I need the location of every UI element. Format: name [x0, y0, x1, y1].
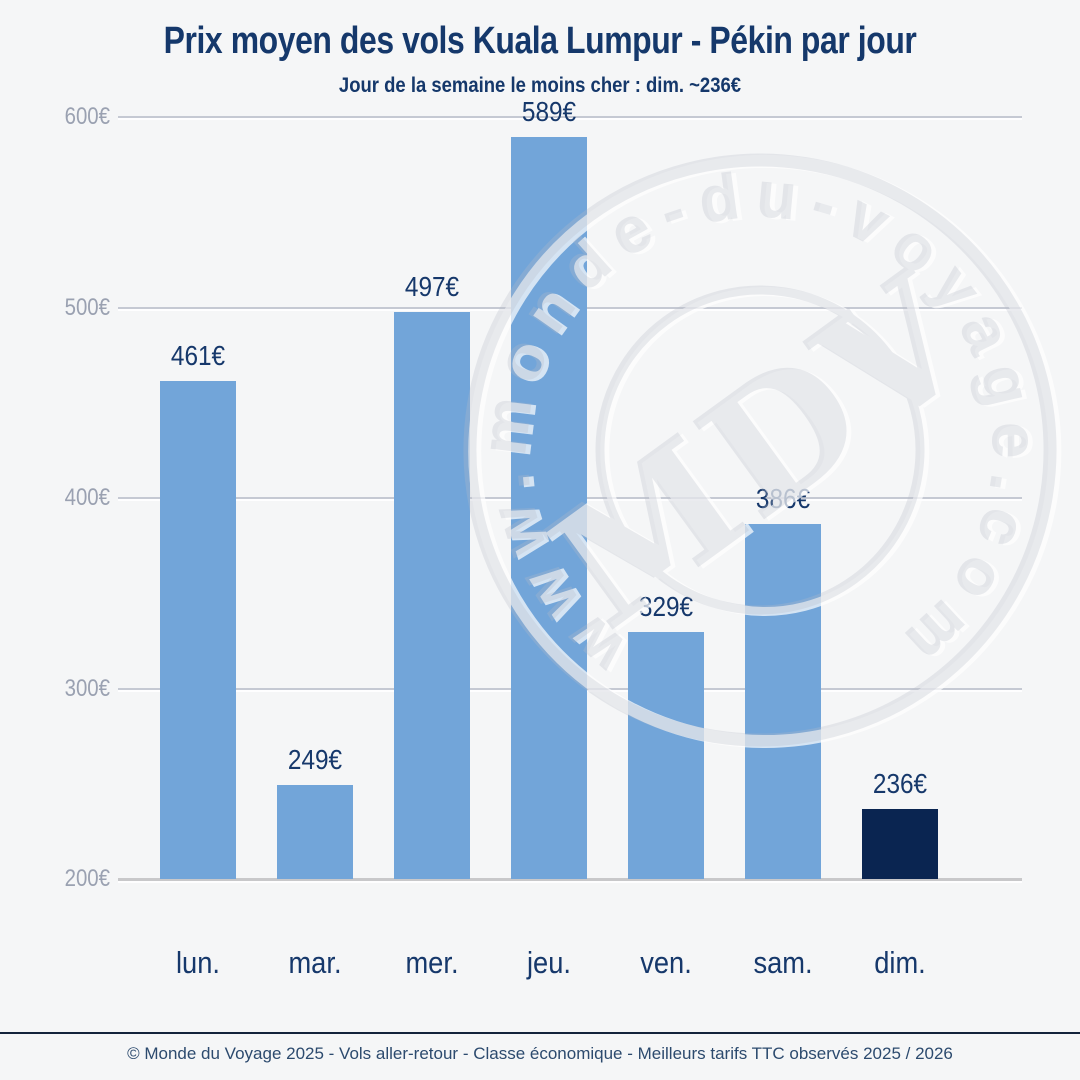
footer-credit: © Monde du Voyage 2025 - Vols aller-reto…: [127, 1044, 953, 1063]
x-axis-label-sam: sam.: [753, 945, 813, 980]
chart-title: Prix moyen des vols Kuala Lumpur - Pékin…: [163, 20, 917, 62]
bar-mer: [394, 312, 470, 879]
bar-lun: [160, 380, 236, 879]
y-axis-tick-200: 200€: [64, 865, 110, 892]
x-axis-label-dim: dim.: [874, 945, 926, 980]
x-axis-label-ven: ven.: [640, 945, 692, 980]
value-label-dim: 236€: [872, 768, 928, 800]
value-label-mer: 497€: [404, 271, 460, 303]
bar-sam: [745, 523, 821, 879]
x-axis-label-lun: lun.: [176, 945, 220, 980]
value-label-lun: 461€: [170, 339, 226, 371]
x-axis-label-mar: mar.: [288, 945, 342, 980]
value-label-mar: 249€: [287, 743, 343, 775]
value-label-jeu: 589€: [521, 95, 577, 127]
y-axis-tick-300: 300€: [64, 675, 110, 702]
value-label-ven: 329€: [605, 589, 727, 625]
bar-ven: [628, 632, 704, 879]
x-axis-label-mer: mer.: [405, 945, 459, 980]
gridline-200: [118, 878, 1022, 881]
bar-dim: [862, 809, 938, 879]
y-axis-tick-600: 600€: [64, 103, 110, 130]
y-axis-tick-400: 400€: [64, 484, 110, 511]
bar-mar: [277, 784, 353, 879]
footer-divider: [0, 1032, 1080, 1034]
value-label-sam: 386€: [722, 481, 844, 517]
x-axis-label-jeu: jeu.: [527, 945, 571, 980]
bar-jeu: [511, 136, 587, 879]
y-axis-tick-500: 500€: [64, 294, 110, 321]
